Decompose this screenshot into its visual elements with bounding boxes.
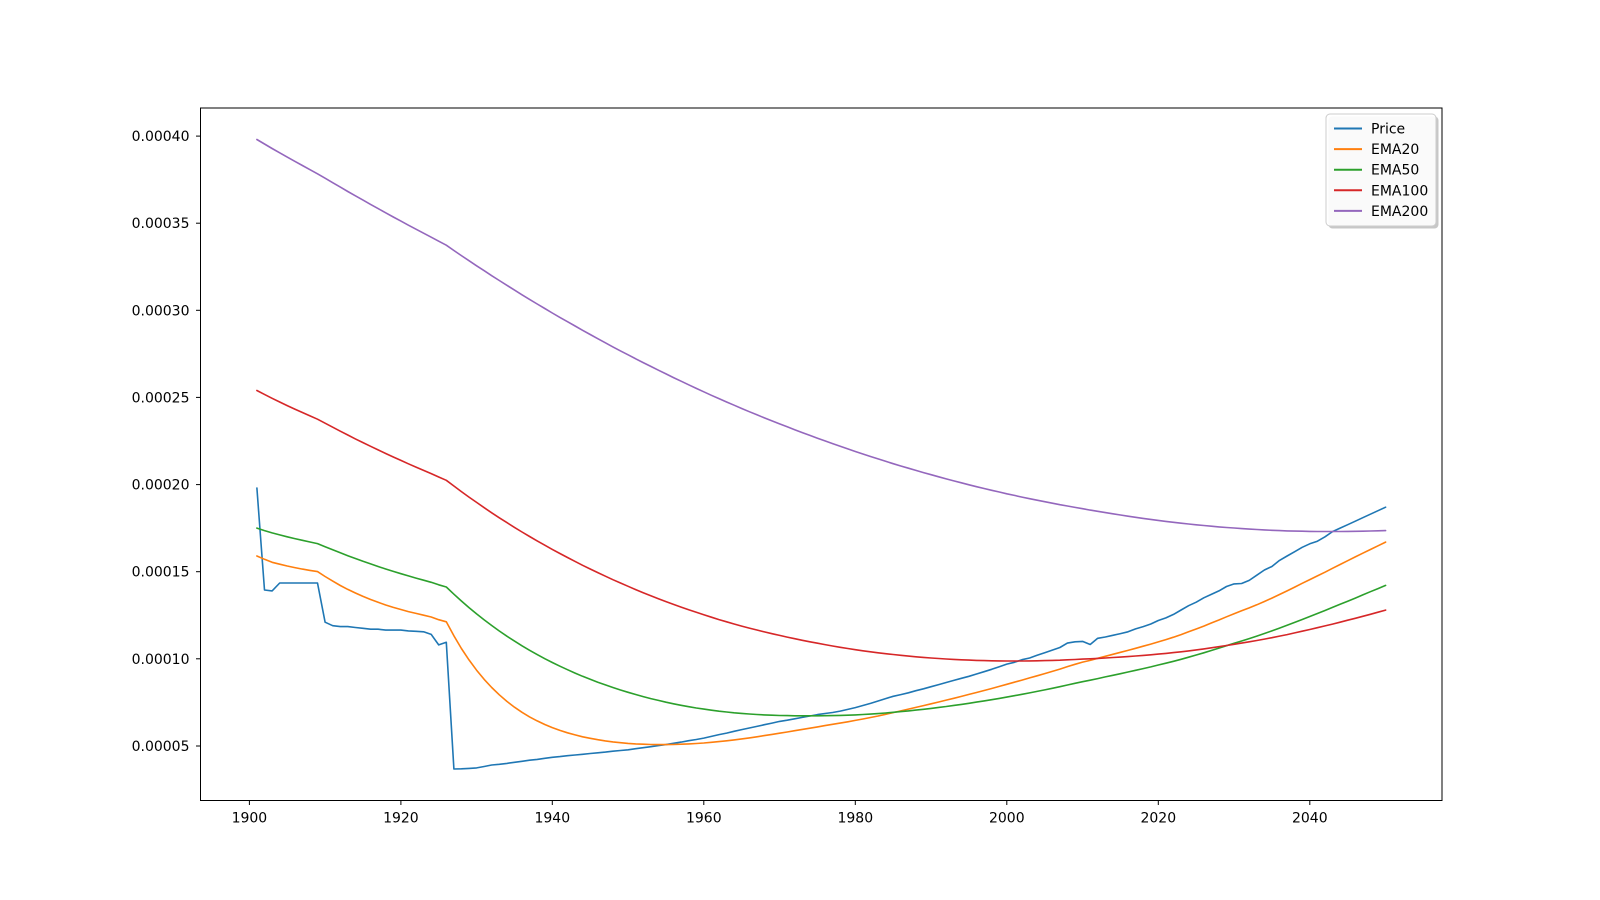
series-line-ema200 bbox=[256, 138, 1387, 533]
x-tick-label: 2020 bbox=[1140, 811, 1176, 827]
x-tick-label: 2000 bbox=[989, 811, 1025, 827]
x-tick-label: 1900 bbox=[232, 811, 268, 827]
axes-spines bbox=[200, 107, 1443, 801]
series-line-ema50 bbox=[256, 527, 1387, 717]
series-line-ema100 bbox=[256, 389, 1387, 662]
legend-label: EMA20 bbox=[1371, 142, 1419, 158]
legend-item-price: Price bbox=[1334, 122, 1405, 138]
x-tick-label: 1920 bbox=[383, 811, 419, 827]
legend-item-ema50: EMA50 bbox=[1334, 163, 1419, 179]
y-tick-label: 0.00005 bbox=[132, 739, 190, 755]
legend-item-ema20: EMA20 bbox=[1334, 142, 1419, 158]
y-tick-label: 0.00040 bbox=[132, 129, 190, 145]
series-line-price bbox=[256, 487, 1387, 770]
legend-label: EMA100 bbox=[1371, 183, 1428, 199]
series-line-ema20 bbox=[256, 541, 1387, 746]
x-tick-label: 1940 bbox=[534, 811, 570, 827]
y-tick-label: 0.00025 bbox=[132, 390, 190, 406]
x-tick-label: 2040 bbox=[1292, 811, 1328, 827]
y-tick-label: 0.00020 bbox=[132, 478, 190, 494]
axes-background bbox=[200, 108, 1442, 801]
y-tick-label: 0.00010 bbox=[132, 652, 190, 668]
y-tick-label: 0.00015 bbox=[132, 565, 190, 581]
legend-box bbox=[1325, 113, 1437, 227]
legend-label: EMA200 bbox=[1371, 204, 1428, 220]
y-tick-label: 0.00035 bbox=[132, 216, 190, 232]
legend-item-ema100: EMA100 bbox=[1334, 183, 1428, 199]
x-tick-label: 1960 bbox=[686, 811, 722, 827]
legend-label: EMA50 bbox=[1371, 163, 1419, 179]
y-tick-label: 0.00030 bbox=[132, 303, 190, 319]
legend: Price EMA20 EMA50 EMA100 EMA200 bbox=[1325, 113, 1439, 229]
legend-item-ema200: EMA200 bbox=[1334, 204, 1428, 220]
x-tick-label: 1980 bbox=[837, 811, 873, 827]
legend-label: Price bbox=[1371, 122, 1405, 138]
